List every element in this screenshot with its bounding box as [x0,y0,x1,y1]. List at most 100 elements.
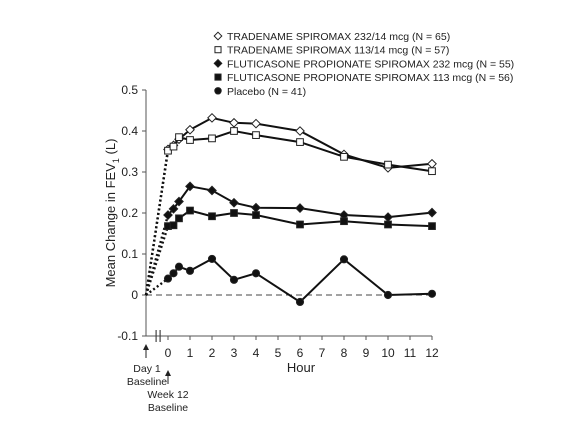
y-axis-title-subscript: 1 [111,158,121,163]
x-tick-label: 6 [297,346,304,360]
y-tick-label: -0.1 [117,329,138,343]
data-point [207,185,217,196]
data-point [163,210,173,220]
data-point [295,297,305,307]
data-point [207,112,217,123]
data-point [296,220,304,229]
data-point [169,142,178,151]
x-tick-label: 2 [209,346,216,360]
data-point [296,138,304,146]
y-tick-label: 0.5 [121,83,138,97]
data-point [340,152,348,161]
data-point [175,133,183,142]
y-axis-title: Mean Change in FEV1 (L) [103,139,121,288]
data-point [295,126,305,136]
legend-entry: TRADENAME SPIROMAX 232/14 mcg (N = 65) [227,31,450,43]
week12-baseline-label: Baseline [148,402,188,414]
data-point [174,262,184,271]
data-point [168,203,179,214]
data-point [384,220,392,229]
data-point [383,212,393,223]
data-point [185,266,195,275]
x-tick-label: 5 [275,346,282,360]
data-point [213,31,223,41]
series-markers [163,112,437,307]
data-point [214,73,222,81]
data-point [207,254,217,263]
x-tick-label: 3 [231,346,238,360]
data-point [251,118,261,129]
data-point [384,160,392,169]
data-point [427,158,437,169]
baseline-connector [144,150,170,296]
x-axis-title: Hour [287,360,316,375]
data-point [214,87,222,95]
legend-entry: FLUTICASONE PROPIONATE SPIROMAX 113 mcg … [227,72,513,84]
data-point [251,202,261,213]
data-point [208,212,216,221]
data-point [174,196,184,207]
x-tick-label: 11 [404,346,417,360]
data-point [163,274,173,283]
week12-baseline-arrowhead [165,370,171,376]
data-point [229,117,239,128]
data-point [169,269,178,278]
x-tick-label: 10 [381,346,395,360]
data-point [214,46,222,54]
data-point [339,255,349,264]
legend-entry: TRADENAME SPIROMAX 113/14 mcg (N = 57) [227,45,449,57]
data-point [208,134,216,143]
y-tick-label: 0.1 [121,247,138,261]
data-point [427,289,437,298]
y-axis-title-main: Mean Change in FEV [103,163,118,288]
data-point [185,124,195,135]
x-tick-label: 12 [425,346,439,360]
y-tick-label: 0.2 [121,206,138,220]
x-tick-label: 9 [363,346,370,360]
legend: TRADENAME SPIROMAX 232/14 mcg (N = 65) TR… [213,31,514,98]
y-tick-label: 0.3 [121,165,138,179]
data-point [252,131,260,139]
data-point [175,214,183,223]
y-tick-label: 0.4 [121,124,138,138]
day1-baseline-label: Baseline [127,376,167,388]
series-line [167,129,433,173]
data-point [427,207,437,218]
data-point [230,127,238,135]
y-tick-label: 0 [131,288,138,302]
data-point [252,211,260,219]
data-point [229,197,239,208]
x-tick-label: 8 [341,346,348,360]
data-point [186,206,194,215]
legend-entry: Placebo (N = 41) [227,86,306,98]
x-tick-label: 4 [253,346,260,360]
baseline-connector [145,277,169,296]
y-axis-title-unit: (L) [103,139,118,159]
data-point [295,203,305,213]
data-point [428,222,436,230]
baseline-connector [144,225,170,296]
week12-baseline-label: Week 12 [147,389,188,401]
data-point [428,167,436,176]
data-point [185,181,195,192]
data-point [230,209,238,217]
day1-baseline-label: Day 1 [133,363,161,375]
data-point [164,146,172,155]
x-tick-label: 0 [165,346,172,360]
data-point [383,290,393,300]
data-point [251,269,261,278]
axes: -0.100.10.20.30.40.50 1 2 3 4 5 6 7 8 9 10 11 12Hour… [103,83,439,375]
legend-entry: FLUTICASONE PROPIONATE SPIROMAX 232 mcg … [227,58,514,70]
data-point [186,136,194,144]
x-tick-label: 7 [319,346,326,360]
day1-baseline-arrowhead [143,344,149,350]
series-line [167,257,433,304]
data-point [340,217,348,226]
data-point [169,221,178,230]
data-point [213,58,223,68]
x-tick-label: 1 [187,346,194,360]
data-point [229,275,239,284]
